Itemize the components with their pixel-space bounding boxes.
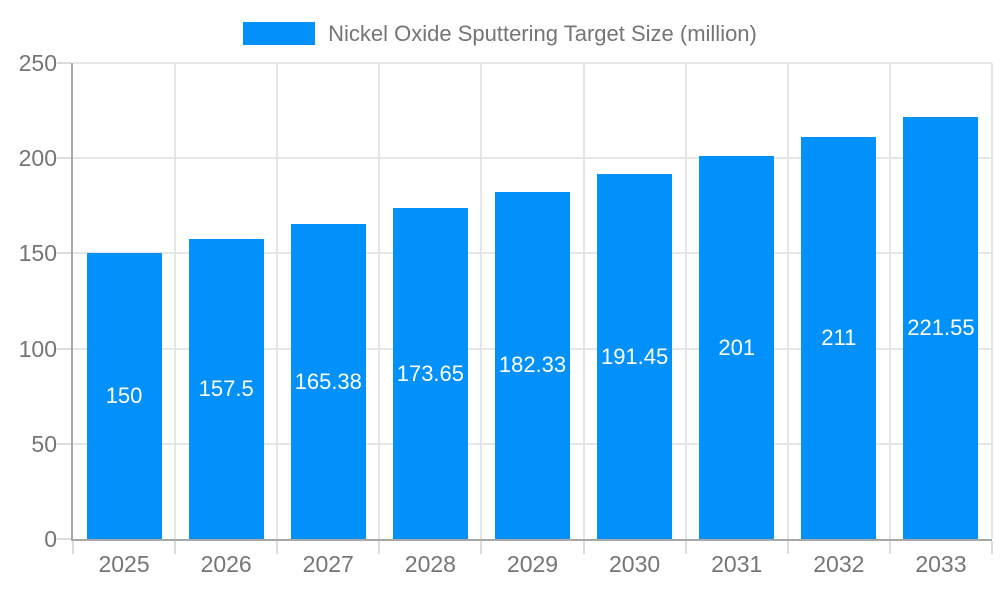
x-axis-tick [684, 541, 687, 554]
plot-area: 150 157.5 165.38 173.65 182.33 191.45 201 211 22… [57, 62, 993, 554]
gridline-vertical [991, 63, 993, 539]
bar-value-label: 182.33 [498, 352, 567, 378]
x-axis-tick [174, 541, 177, 554]
x-axis-tick [378, 541, 381, 554]
y-axis-label: 100 [18, 335, 57, 362]
y-axis-tick [57, 442, 71, 445]
x-axis-label: 2027 [302, 551, 354, 577]
x-axis-label: 2033 [915, 551, 967, 577]
y-axis-tick [57, 62, 71, 64]
x-axis-label: 2029 [506, 551, 559, 577]
bar-2033[interactable]: 221.55 [903, 117, 979, 539]
y-axis-tick [57, 538, 71, 540]
x-axis-label: 2026 [200, 551, 252, 577]
x-axis-label: 2031 [711, 551, 763, 577]
bar-2030[interactable]: 191.45 [597, 174, 673, 539]
bar-value-label: 191.45 [600, 343, 669, 369]
y-axis-tick [57, 157, 71, 160]
bar-value-label: 201 [718, 334, 756, 360]
gridline-vertical [378, 63, 381, 539]
bar-value-label: 150 [105, 383, 143, 409]
y-axis-label: 250 [18, 50, 57, 76]
gridline-vertical [786, 63, 789, 539]
y-axis-tick [57, 252, 71, 255]
legend-swatch-icon [243, 22, 316, 45]
gridline-vertical [684, 63, 687, 539]
x-axis-tick [480, 541, 483, 554]
gridline-vertical [174, 63, 177, 539]
y-axis-label: 150 [18, 240, 57, 267]
legend-item[interactable]: Nickel Oxide Sputtering Target Size (mil… [243, 21, 757, 47]
x-axis-label: 2032 [813, 551, 865, 577]
bar-2025[interactable]: 150 [86, 253, 162, 539]
gridline-vertical [480, 63, 483, 539]
bar-value-label: 173.65 [396, 360, 465, 386]
bar-2026[interactable]: 157.5 [188, 239, 264, 539]
x-axis-tick [582, 541, 585, 554]
x-axis-tick [72, 541, 74, 554]
bar-value-label: 165.38 [294, 368, 362, 394]
gridline-horizontal [73, 62, 992, 64]
x-axis-tick [276, 541, 279, 554]
bar-value-label: 157.5 [198, 376, 254, 402]
bar-2028[interactable]: 173.65 [392, 208, 468, 539]
bar-value-label: 211 [821, 325, 857, 351]
gridline-horizontal [73, 157, 992, 160]
x-axis-label: 2028 [404, 551, 456, 577]
bar-2031[interactable]: 201 [699, 156, 775, 539]
x-axis-tick [888, 541, 891, 554]
legend: Nickel Oxide Sputtering Target Size (mil… [0, 21, 1000, 47]
gridline-vertical [888, 63, 891, 539]
y-axis-label: 0 [44, 526, 57, 552]
y-axis-tick [57, 347, 71, 350]
x-axis-label: 2025 [98, 551, 150, 577]
bar-2032[interactable]: 211 [801, 137, 877, 539]
bar-value-label: 221.55 [907, 315, 975, 341]
legend-label: Nickel Oxide Sputtering Target Size (mil… [328, 20, 757, 46]
gridline-vertical [276, 63, 279, 539]
bar-2029[interactable]: 182.33 [495, 191, 570, 539]
x-axis-label: 2030 [609, 551, 661, 577]
x-axis-tick [991, 541, 993, 554]
y-axis-label: 50 [31, 430, 57, 457]
bar-2027[interactable]: 165.38 [290, 224, 366, 539]
gridline-vertical [582, 63, 585, 539]
x-axis-tick [786, 541, 789, 554]
y-axis-label: 200 [18, 145, 57, 172]
